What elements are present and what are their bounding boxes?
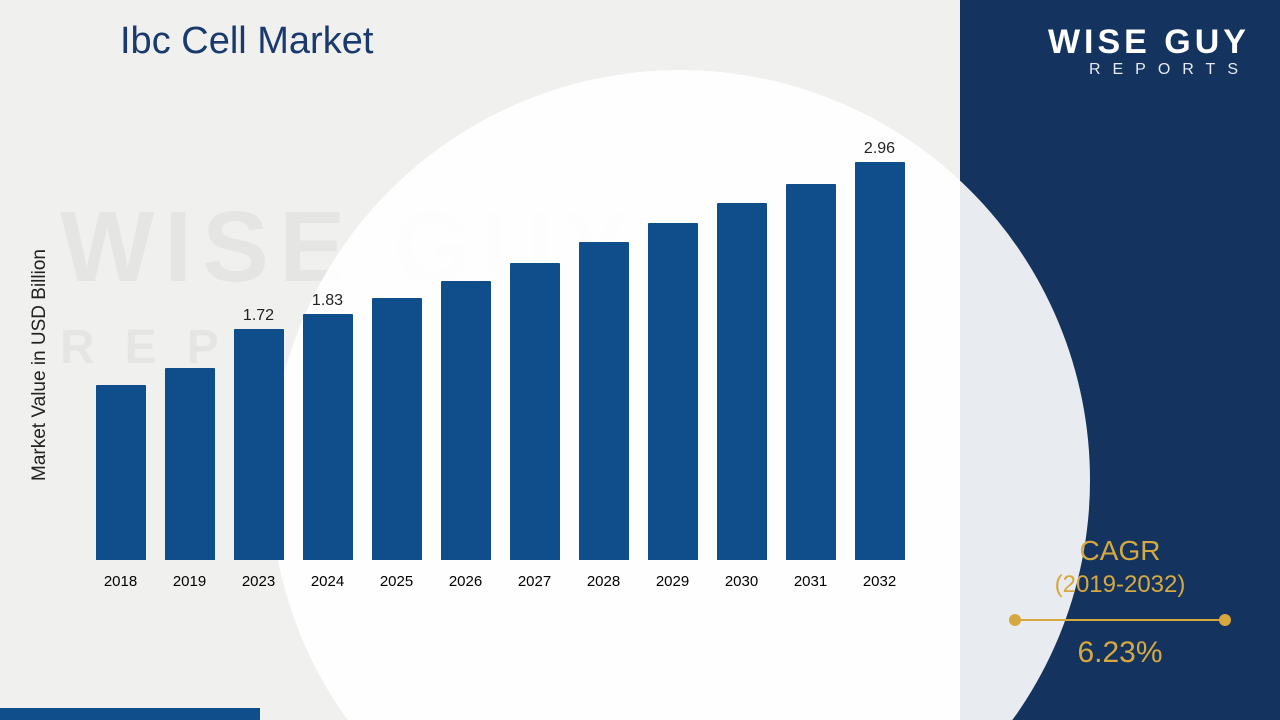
bar-wrap	[509, 263, 560, 560]
bar	[579, 242, 629, 560]
cagr-value: 6.23%	[960, 636, 1280, 670]
x-label: 2028	[578, 573, 629, 590]
bar	[648, 223, 698, 560]
bar-wrap	[95, 385, 146, 560]
bar-value-label: 1.72	[243, 307, 274, 325]
plot: 1.72 1.83 2.96	[90, 130, 910, 560]
bar-wrap	[371, 298, 422, 560]
bar	[441, 281, 491, 561]
bar-wrap	[440, 281, 491, 561]
x-label: 2023	[233, 573, 284, 590]
bar	[717, 203, 767, 560]
chart-title: Ibc Cell Market	[120, 20, 373, 63]
x-labels: 2018 2019 2023 2024 2025 2026 2027 2028 2029 2030…	[90, 573, 910, 590]
bar-wrap	[785, 184, 836, 560]
x-label: 2026	[440, 573, 491, 590]
cagr-line	[1015, 619, 1225, 621]
x-label: 2031	[785, 573, 836, 590]
x-label: 2029	[647, 573, 698, 590]
bar	[855, 162, 905, 560]
bar-wrap: 1.72	[233, 329, 284, 560]
bar-wrap	[647, 223, 698, 560]
bar-wrap	[578, 242, 629, 560]
x-label: 2019	[164, 573, 215, 590]
bottom-accent-bar	[0, 708, 260, 720]
bar-value-label: 2.96	[864, 140, 895, 158]
bar	[786, 184, 836, 560]
x-label: 2025	[371, 573, 422, 590]
chart-area: Market Value in USD Billion 1.721.832.96…	[40, 130, 910, 600]
bar-wrap	[716, 203, 767, 560]
side-panel: WISE GUY REPORTS CAGR (2019-2032) 6.23%	[960, 0, 1280, 720]
cagr-range: (2019-2032)	[960, 571, 1280, 599]
y-axis-label: Market Value in USD Billion	[29, 249, 51, 481]
bar	[96, 385, 146, 560]
bar-wrap: 2.96	[854, 162, 905, 560]
bar	[510, 263, 560, 560]
x-label: 2027	[509, 573, 560, 590]
bars-container: 1.72 1.83 2.96	[90, 130, 910, 560]
bar-wrap: 1.83	[302, 314, 353, 560]
logo-main: WISE GUY	[1048, 25, 1250, 59]
cagr-box: CAGR (2019-2032) 6.23%	[960, 535, 1280, 670]
cagr-label: CAGR	[960, 535, 1280, 567]
x-label: 2024	[302, 573, 353, 590]
bar	[165, 368, 215, 560]
logo: WISE GUY REPORTS	[1048, 25, 1250, 79]
bar	[372, 298, 422, 560]
bar	[303, 314, 353, 560]
bar	[234, 329, 284, 560]
bar-wrap	[164, 368, 215, 560]
x-label: 2030	[716, 573, 767, 590]
logo-sub: REPORTS	[1048, 61, 1250, 79]
x-label: 2032	[854, 573, 905, 590]
x-label: 2018	[95, 573, 146, 590]
page: WISE GUY REPORTS WISE GUY REPORTS CAGR (…	[0, 0, 1280, 720]
bar-value-label: 1.83	[312, 292, 343, 310]
